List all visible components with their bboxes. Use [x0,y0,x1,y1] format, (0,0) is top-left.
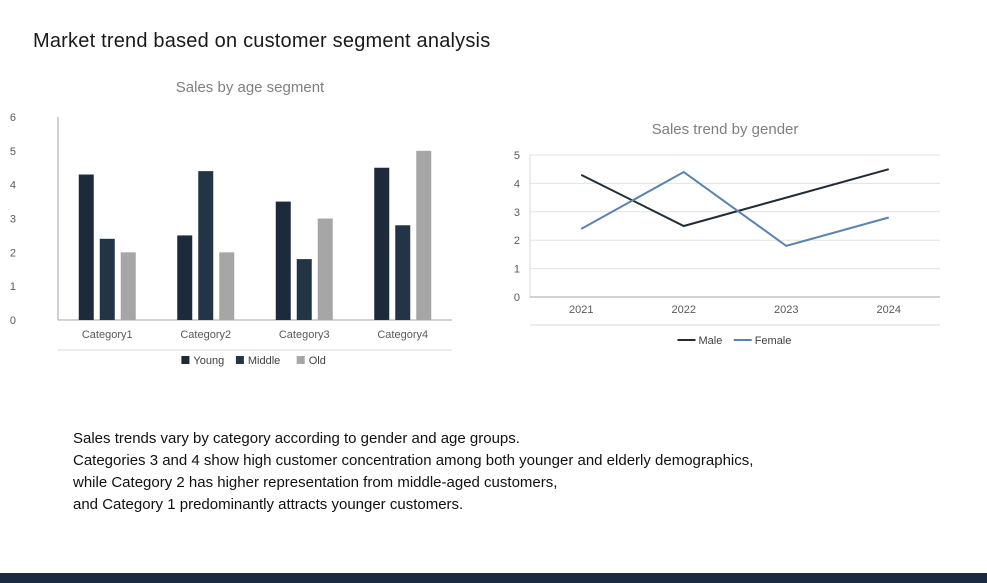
bar-old [219,252,235,320]
legend-label: Old [309,355,326,367]
y-tick-label: 1 [10,281,16,293]
line-chart-canvas: 0 1 2 3 4 5 2021 2022 2023 2024 Male Female [514,150,940,347]
summary-line-3: while Category 2 has higher representati… [73,474,558,491]
bar-chart-title: Sales by age segment [175,79,325,96]
x-tick-label: 2021 [569,304,593,316]
legend-swatch-young [181,356,190,364]
bar-middle [198,171,214,320]
x-tick-label: 2023 [774,304,798,316]
x-category-label: Category4 [377,329,428,341]
footer-accent-bar [0,573,987,583]
y-tick-label: 4 [514,178,520,190]
bar-middle [296,259,312,320]
bar-young [177,235,193,320]
bar-chart-sales-by-age: Sales by age segment 0 1 2 3 4 5 6 Category1 Cat… [0,76,460,372]
y-tick-label: 1 [514,264,520,276]
bar-young [275,201,291,320]
y-tick-label: 2 [10,247,16,259]
legend-label: Young [193,355,224,367]
summary-text: Sales trends vary by category according … [73,428,753,516]
legend-label: Male [699,335,723,347]
legend-label: Female [755,335,792,347]
summary-line-4: and Category 1 predominantly attracts yo… [73,496,464,513]
y-tick-label: 5 [514,150,520,162]
x-tick-label: 2022 [672,304,696,316]
y-tick-label: 0 [10,315,16,327]
y-tick-label: 4 [10,180,16,192]
legend-swatch-old [296,356,305,364]
bar-old [120,252,136,320]
bar-middle [395,225,411,320]
trend-line-female [580,170,890,247]
bar-young [78,174,94,320]
bar-old [317,218,333,320]
bar-middle [99,238,115,320]
bar-old [416,150,432,320]
y-tick-label: 2 [514,235,520,247]
legend-swatch-middle [235,356,244,364]
line-chart-sales-by-gender: Sales trend by gender 0 1 2 3 4 5 2021 2022 2023… [500,118,950,352]
y-tick-label: 6 [10,112,16,124]
summary-line-2: Categories 3 and 4 show high customer co… [73,452,754,469]
y-tick-label: 3 [10,214,16,226]
x-tick-label: 2024 [877,304,901,316]
y-tick-label: 0 [514,292,520,304]
bar-young [374,167,390,320]
trend-line-male [580,168,890,228]
legend-label: Middle [248,355,280,367]
x-category-label: Category3 [279,329,330,341]
y-tick-label: 3 [514,207,520,219]
bar-chart-canvas: 0 1 2 3 4 5 6 Category1 Category2 Category3 Catego… [10,112,452,367]
page-title: Market trend based on customer segment a… [33,30,491,52]
x-category-label: Category2 [180,329,231,341]
x-category-label: Category1 [82,329,133,341]
line-chart-title: Sales trend by gender [651,121,799,138]
summary-line-1: Sales trends vary by category according … [73,430,520,447]
y-tick-label: 5 [10,146,16,158]
